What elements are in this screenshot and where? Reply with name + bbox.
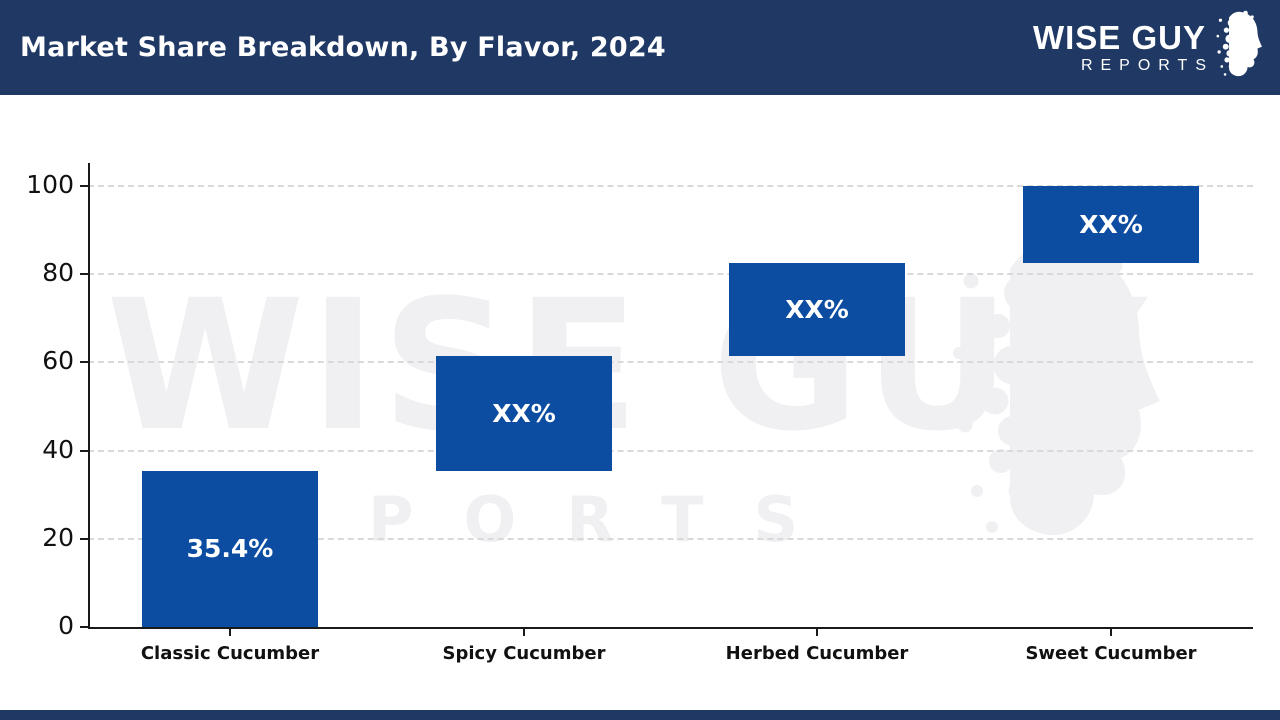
watermark-head-icon xyxy=(953,237,1160,536)
x-tick-mark xyxy=(523,629,525,636)
bar-herbed-cucumber: XX% xyxy=(729,263,905,356)
y-tick-mark xyxy=(80,626,88,628)
logo-text: WISE GUY REPORTS xyxy=(1033,21,1206,75)
logo-subtitle: REPORTS xyxy=(1080,56,1214,74)
bar-value-label: XX% xyxy=(492,398,556,428)
x-category-label: Spicy Cucumber xyxy=(442,643,606,664)
watermark-wordmark: WISE GUY xyxy=(106,262,1152,471)
bar-value-label: XX% xyxy=(785,294,849,324)
y-tick-mark xyxy=(80,185,88,187)
bar-spicy-cucumber: XX% xyxy=(436,355,612,471)
y-tick-label: 100 xyxy=(26,170,74,199)
bar-value-label: 35.4% xyxy=(186,534,274,564)
y-tick-mark xyxy=(80,273,88,276)
gridline xyxy=(88,361,1253,364)
y-tick-label: 20 xyxy=(42,522,74,552)
y-tick-label: 0 xyxy=(58,611,74,640)
bar-value-label: XX% xyxy=(1079,210,1143,240)
gridline xyxy=(88,449,1253,452)
footer-bar xyxy=(0,710,1280,720)
x-category-label: Herbed Cucumber xyxy=(725,643,909,664)
bar-sweet-cucumber: XX% xyxy=(1023,186,1199,264)
watermark: WISE GUY REPORTS xyxy=(106,262,1152,557)
logo-wordmark: WISE GUY xyxy=(1032,18,1206,56)
y-tick-label: 80 xyxy=(42,258,74,288)
logo-head-icon xyxy=(1216,10,1263,76)
x-category-label: Classic Cucumber xyxy=(140,643,320,664)
gridline xyxy=(88,185,1253,187)
x-tick-mark xyxy=(816,629,818,636)
y-tick-mark xyxy=(80,537,88,540)
chart-area: WISE GUY REPORTS 0 20 40 60 80 100 35.4% Classi… xyxy=(0,95,1280,710)
x-category-label: Sweet Cucumber xyxy=(1025,643,1197,664)
y-tick-label: 40 xyxy=(42,434,74,464)
y-tick-mark xyxy=(80,361,88,364)
y-tick-label: 60 xyxy=(42,346,74,376)
x-axis-line xyxy=(88,627,1253,629)
wise-guy-reports-logo: WISE GUY REPORTS xyxy=(1033,8,1280,88)
x-tick-mark xyxy=(1110,629,1112,636)
y-tick-mark xyxy=(80,449,88,452)
plot: 0 20 40 60 80 100 35.4% Classic Cucumber XX% Spic… xyxy=(0,95,1280,710)
header-bar: Market Share Breakdown, By Flavor, 2024 … xyxy=(0,0,1280,95)
gridline xyxy=(88,273,1253,276)
y-axis-line xyxy=(88,163,90,629)
chart-title: Market Share Breakdown, By Flavor, 2024 xyxy=(20,32,666,63)
gridline xyxy=(88,537,1253,540)
x-tick-mark xyxy=(229,629,231,636)
bar-classic-cucumber: 35.4% xyxy=(142,470,318,627)
